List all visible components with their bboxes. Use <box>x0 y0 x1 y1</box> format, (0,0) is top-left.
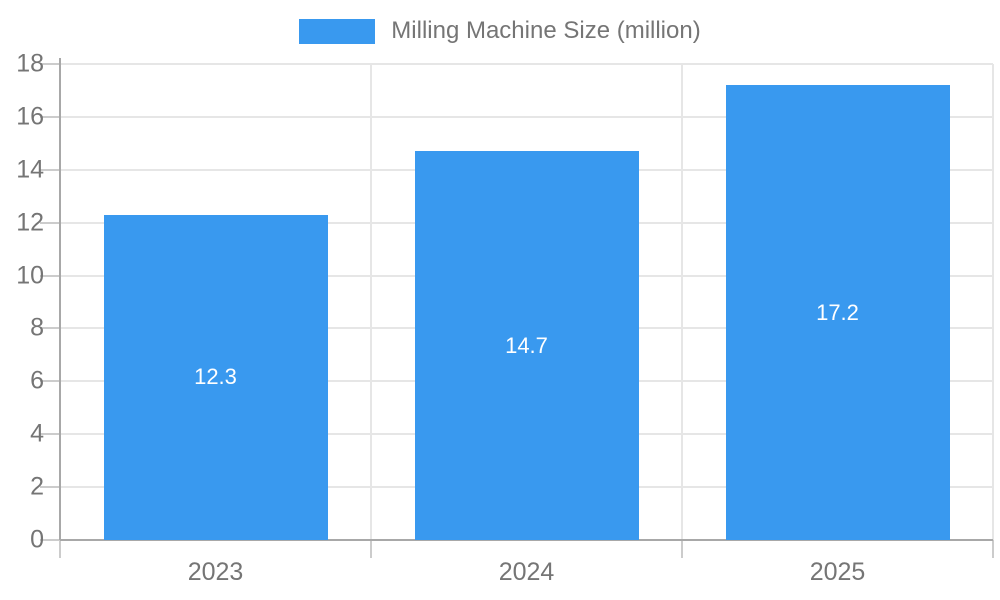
x-axis-tick-label: 2025 <box>809 558 866 586</box>
y-tick-mark <box>40 380 60 383</box>
y-tick-mark <box>40 327 60 330</box>
y-tick-mark <box>40 433 60 436</box>
x-axis-line <box>60 539 993 541</box>
y-axis-tick-label: 12 <box>16 208 44 237</box>
y-tick-mark <box>40 115 60 118</box>
y-axis-tick-label: 10 <box>16 261 44 290</box>
bar-value-label: 17.2 <box>816 299 859 325</box>
legend-swatch <box>299 18 376 44</box>
y-axis-tick-label: 4 <box>30 419 44 448</box>
bar-value-label: 12.3 <box>194 364 237 390</box>
bar-2023: 12.3 <box>103 214 328 540</box>
x-axis-tick-label: 2024 <box>498 558 555 586</box>
y-tick-mark <box>40 486 60 489</box>
y-tick-mark <box>40 63 60 65</box>
bar-2024: 14.7 <box>414 151 639 540</box>
x-gridline <box>370 64 372 540</box>
chart-legend: Milling Machine Size (million) <box>0 16 1000 46</box>
y-gridline <box>60 115 993 118</box>
x-tick-mark <box>681 540 683 558</box>
x-gridline <box>992 64 994 540</box>
y-tick-mark <box>40 168 60 171</box>
y-tick-mark <box>40 274 60 277</box>
legend-label: Milling Machine Size (million) <box>391 17 701 44</box>
x-axis-tick-label: 2023 <box>187 558 244 586</box>
x-tick-mark <box>370 540 372 558</box>
y-axis-line <box>59 58 61 540</box>
y-axis-tick-label: 6 <box>30 366 44 395</box>
x-tick-mark <box>59 540 61 558</box>
y-tick-mark <box>40 539 60 541</box>
y-axis-tick-label: 14 <box>16 155 44 184</box>
x-gridline <box>681 64 683 540</box>
bar-value-label: 14.7 <box>505 332 548 358</box>
x-tick-mark <box>992 540 994 558</box>
bar-2025: 17.2 <box>725 85 950 540</box>
y-axis-tick-label: 8 <box>30 313 44 342</box>
y-tick-mark <box>40 221 60 224</box>
y-axis-tick-label: 2 <box>30 472 44 501</box>
y-axis-tick-label: 16 <box>16 102 44 131</box>
y-axis-tick-label: 0 <box>30 525 44 554</box>
y-gridline <box>60 63 993 65</box>
y-axis-tick-label: 18 <box>16 49 44 78</box>
